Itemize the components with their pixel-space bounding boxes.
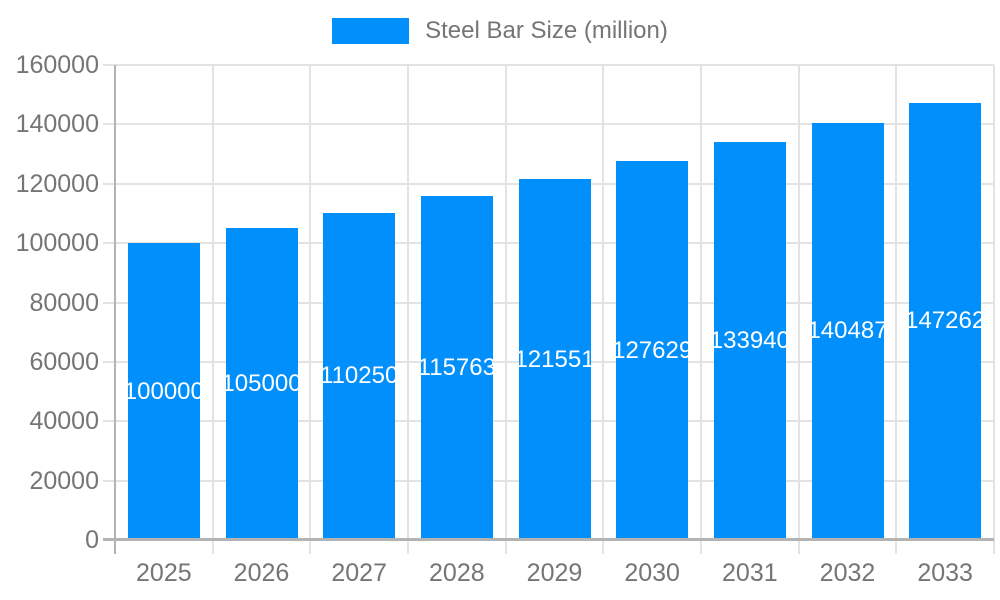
- x-axis-tick: [504, 540, 507, 554]
- bar-2025[interactable]: 100000: [127, 243, 200, 540]
- gridline-vertical: [504, 65, 507, 540]
- y-axis-tick: [103, 242, 115, 245]
- gridline-vertical: [797, 65, 800, 540]
- y-axis-label: 80000: [29, 288, 99, 317]
- x-axis-tick: [797, 540, 800, 554]
- bar-value-label: 127629: [616, 336, 689, 364]
- gridline-vertical: [700, 65, 702, 540]
- y-axis-tick: [103, 123, 115, 126]
- bar-value-label: 115763: [420, 354, 493, 382]
- x-axis-label: 2031: [722, 559, 778, 587]
- bar-value-label: 140487: [811, 317, 884, 345]
- bar-2032[interactable]: 140487: [811, 122, 884, 540]
- x-axis-tick: [309, 540, 312, 554]
- y-axis-tick: [103, 182, 115, 185]
- bar-value-label: 147262: [909, 307, 982, 335]
- x-axis-label: 2030: [624, 559, 680, 587]
- y-axis-label: 0: [85, 526, 99, 554]
- x-axis-label: 2027: [331, 559, 387, 587]
- x-axis-tick: [700, 540, 702, 554]
- gridline-horizontal: [115, 123, 994, 126]
- gridline-vertical: [211, 65, 214, 540]
- x-axis-label: 2028: [429, 559, 485, 587]
- gridline-vertical: [895, 65, 898, 540]
- bar-value-label: 105000: [225, 370, 298, 398]
- y-axis-line: [114, 65, 116, 554]
- bar-value-label: 100000: [127, 377, 200, 405]
- bar-value-label: 121551: [518, 345, 591, 373]
- y-axis-label: 60000: [29, 347, 99, 376]
- x-axis-line: [103, 537, 994, 541]
- y-axis-label: 120000: [15, 169, 99, 198]
- x-axis-tick: [895, 540, 898, 554]
- bar-2030[interactable]: 127629: [616, 161, 689, 540]
- bar-2028[interactable]: 115763: [420, 196, 493, 540]
- bar-2029[interactable]: 121551: [518, 179, 591, 540]
- x-axis-label: 2029: [526, 559, 583, 587]
- x-axis-label: 2033: [917, 559, 973, 587]
- y-axis-label: 160000: [15, 51, 99, 79]
- y-axis-tick: [103, 420, 115, 423]
- bar-value-label: 110250: [323, 362, 396, 390]
- x-axis-label: 2032: [819, 559, 876, 587]
- x-axis-tick: [211, 540, 214, 554]
- y-axis-tick: [103, 360, 115, 363]
- y-axis-tick: [103, 301, 115, 304]
- gridline-vertical: [309, 65, 312, 540]
- x-axis-tick: [993, 540, 995, 554]
- y-axis-label: 40000: [29, 407, 99, 436]
- gridline-vertical: [407, 65, 409, 540]
- y-axis-tick: [103, 479, 115, 482]
- gridline-horizontal: [115, 64, 994, 66]
- x-axis-label: 2026: [233, 559, 290, 587]
- legend-label: Steel Bar Size (million): [425, 17, 668, 44]
- x-axis-label: 2025: [136, 559, 192, 587]
- bar-2026[interactable]: 105000: [225, 228, 298, 540]
- bar-2027[interactable]: 110250: [323, 212, 396, 540]
- legend-swatch: [332, 18, 410, 44]
- x-axis-tick: [602, 540, 605, 554]
- x-axis-tick: [407, 540, 409, 554]
- gridline-vertical: [993, 65, 995, 540]
- gridline-vertical: [602, 65, 605, 540]
- y-axis-label: 20000: [29, 466, 99, 495]
- y-axis-tick: [103, 64, 115, 66]
- legend[interactable]: Steel Bar Size (million): [0, 18, 1000, 44]
- y-axis-label: 140000: [15, 110, 99, 139]
- plot-area: 0 20000 40000 60000 80000 100000 120000 140000 1…: [16, 51, 995, 587]
- bar-2033[interactable]: 147262: [909, 102, 982, 540]
- y-axis-label: 100000: [15, 229, 99, 258]
- bar-2031[interactable]: 133940: [713, 142, 786, 540]
- bar-value-label: 133940: [713, 327, 786, 355]
